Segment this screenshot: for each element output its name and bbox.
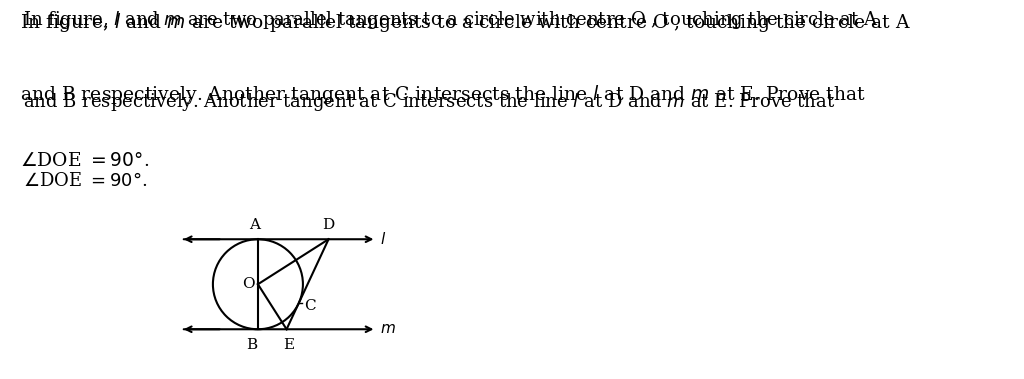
Text: $m$: $m$ (380, 322, 395, 336)
Text: $\angle$DOE $= 90°$.: $\angle$DOE $= 90°$. (20, 152, 150, 169)
Text: $l$: $l$ (380, 231, 386, 247)
Text: and B respectively. Another tangent at C intersects the line $l$ at D and $\math: and B respectively. Another tangent at C… (23, 91, 835, 113)
Text: In figure, $l$ and $m$ are two parallel tangents to a circle with centre O , tou: In figure, $l$ and $m$ are two parallel … (20, 11, 911, 34)
Text: $\angle$DOE $= 90°$.: $\angle$DOE $= 90°$. (23, 172, 146, 190)
Text: B: B (247, 338, 258, 352)
Text: A: A (249, 218, 260, 232)
Text: E: E (284, 338, 295, 352)
Text: O: O (242, 277, 255, 291)
Text: and B respectively. Another tangent at C intersects the line $l$ at D and $\math: and B respectively. Another tangent at C… (20, 83, 866, 106)
Text: C: C (304, 299, 316, 313)
Text: D: D (323, 218, 335, 232)
Text: In figure, $l$ and $m$ are two parallel tangents to a circle with centre O , tou: In figure, $l$ and $m$ are two parallel … (23, 9, 879, 31)
